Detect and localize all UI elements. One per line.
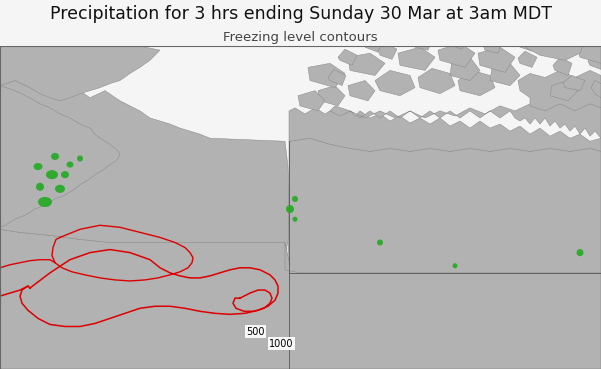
Ellipse shape [293,217,297,222]
Polygon shape [298,91,325,111]
Polygon shape [0,86,120,227]
Ellipse shape [453,263,457,268]
Ellipse shape [77,155,83,162]
Polygon shape [308,63,345,87]
Ellipse shape [61,171,69,178]
Ellipse shape [36,183,44,191]
Polygon shape [375,70,415,96]
Polygon shape [473,27,492,45]
Polygon shape [0,46,160,101]
Polygon shape [363,35,382,52]
Polygon shape [450,57,480,80]
Ellipse shape [46,170,58,179]
Ellipse shape [55,185,65,193]
Polygon shape [398,47,435,70]
Polygon shape [525,27,585,60]
Polygon shape [0,229,601,369]
Polygon shape [560,20,601,43]
Polygon shape [458,70,495,96]
Ellipse shape [38,197,52,207]
Polygon shape [378,43,397,59]
Ellipse shape [286,205,294,213]
Polygon shape [478,47,515,72]
Polygon shape [483,37,502,53]
Polygon shape [448,33,466,49]
Ellipse shape [51,153,59,160]
Text: Precipitation for 3 hrs ending Sunday 30 Mar at 3am MDT: Precipitation for 3 hrs ending Sunday 30… [49,5,552,23]
Ellipse shape [377,239,383,245]
Polygon shape [338,49,357,65]
Polygon shape [0,80,289,249]
Polygon shape [318,86,345,106]
Polygon shape [393,27,412,45]
Polygon shape [550,80,578,101]
Polygon shape [588,55,601,69]
Polygon shape [328,69,346,86]
Polygon shape [412,35,432,50]
Polygon shape [518,70,601,111]
Polygon shape [518,35,536,51]
Polygon shape [348,53,385,76]
Ellipse shape [292,196,298,202]
Polygon shape [553,57,572,76]
Polygon shape [591,80,601,98]
Polygon shape [348,80,375,101]
Polygon shape [490,63,520,86]
Ellipse shape [576,249,584,256]
Ellipse shape [67,162,73,168]
Polygon shape [563,76,585,91]
Polygon shape [438,43,475,68]
Polygon shape [433,22,452,40]
Text: Freezing level contours: Freezing level contours [223,31,378,44]
Polygon shape [518,51,537,68]
Polygon shape [418,68,455,94]
Text: 500: 500 [246,327,264,337]
Ellipse shape [34,163,43,170]
Text: 1000: 1000 [269,339,293,349]
Polygon shape [289,108,601,151]
Polygon shape [330,101,601,138]
Polygon shape [285,138,601,273]
Polygon shape [578,40,601,63]
